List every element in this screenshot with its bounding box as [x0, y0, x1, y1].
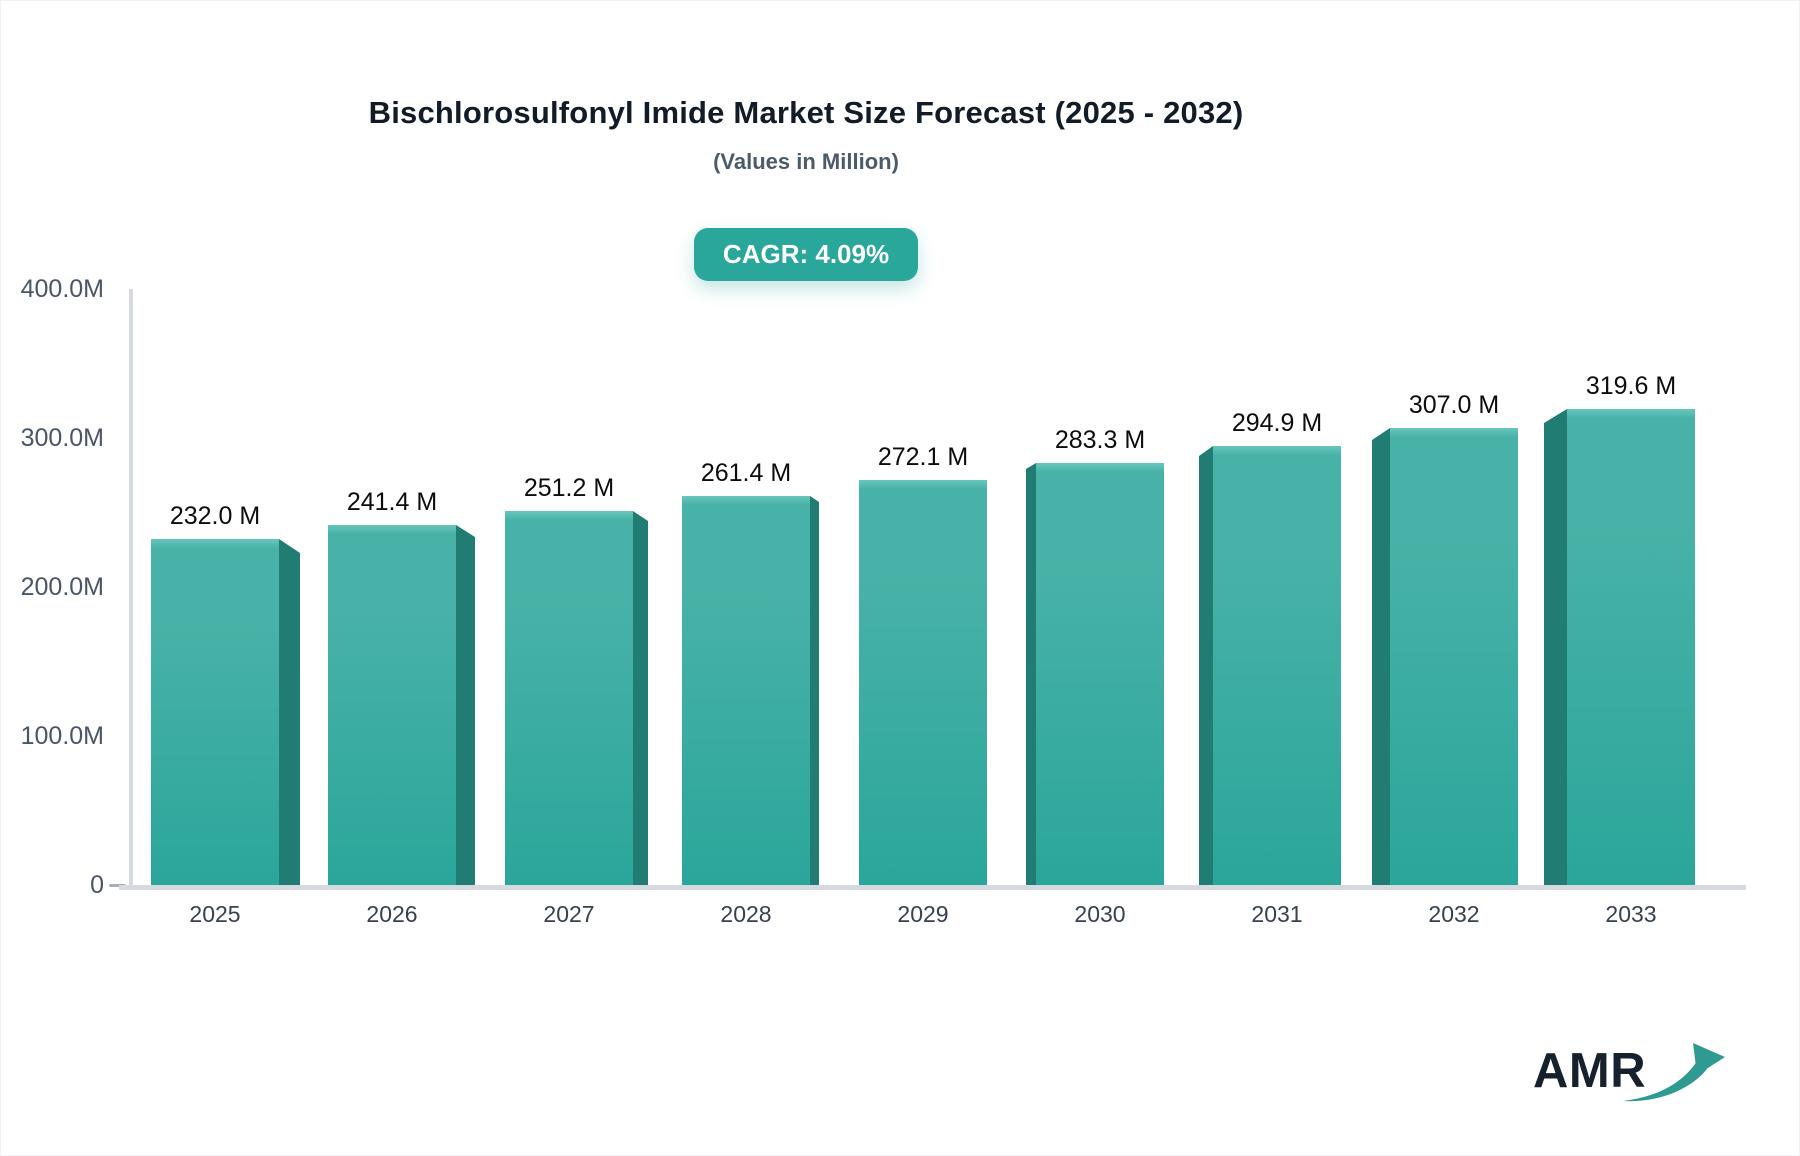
- bar-side-face-2027: [633, 511, 648, 885]
- x-tick-2032: 2032: [1428, 901, 1480, 927]
- bar-value-label-2031: 294.9 M: [1231, 409, 1323, 437]
- bar-2029: [859, 480, 987, 885]
- bar-2030: [1036, 463, 1164, 885]
- bar-2033: [1567, 409, 1695, 885]
- bar-2025: [151, 539, 279, 885]
- bar-side-face-2025: [279, 539, 300, 885]
- cagr-badge-wrap: CAGR: 4.09%: [1, 228, 1611, 281]
- bar-side-face-2033: [1544, 409, 1567, 885]
- bar-value-label-2029: 272.1 M: [877, 443, 969, 471]
- bar-value-label-2027: 251.2 M: [523, 474, 615, 502]
- x-tick-2026: 2026: [366, 901, 418, 927]
- y-axis-line: [129, 289, 133, 885]
- bar-2026: [328, 525, 456, 885]
- bar-side-face-2031: [1199, 446, 1213, 885]
- bar-2027: [505, 511, 633, 885]
- x-tick-2029: 2029: [897, 901, 949, 927]
- bar-2028: [682, 496, 810, 885]
- bar-value-label-2030: 283.3 M: [1054, 426, 1146, 454]
- bar-side-face-2028: [810, 496, 819, 885]
- bar-value-label-2025: 232.0 M: [169, 502, 261, 530]
- y-tick-0: 0: [90, 871, 104, 899]
- bar-value-label-2032: 307.0 M: [1408, 391, 1500, 419]
- bar-2031: [1213, 446, 1341, 885]
- x-tick-2031: 2031: [1251, 901, 1303, 927]
- y-tick-400.0M: 400.0M: [20, 275, 104, 303]
- brand-logo: AMR: [1533, 1037, 1733, 1107]
- y-tick-300.0M: 300.0M: [20, 424, 104, 452]
- y-zero-tick-mark: [109, 884, 126, 887]
- cagr-badge: CAGR: 4.09%: [693, 228, 919, 281]
- x-tick-2028: 2028: [720, 901, 772, 927]
- chart-title: Bischlorosulfonyl Imide Market Size Fore…: [368, 95, 1244, 130]
- bar-value-label-2033: 319.6 M: [1585, 372, 1677, 400]
- bar-side-face-2032: [1372, 428, 1390, 885]
- x-tick-2027: 2027: [543, 901, 595, 927]
- bar-side-face-2026: [456, 525, 475, 885]
- bar-value-label-2026: 241.4 M: [346, 488, 438, 516]
- chart-subtitle: (Values in Million): [713, 149, 899, 174]
- x-tick-2030: 2030: [1074, 901, 1126, 927]
- growth-arrow-icon: [1623, 1043, 1725, 1102]
- brand-logo-text: AMR: [1533, 1044, 1647, 1098]
- y-tick-200.0M: 200.0M: [20, 573, 104, 601]
- bar-2032: [1390, 428, 1518, 885]
- y-tick-100.0M: 100.0M: [20, 722, 104, 750]
- bar-value-label-2028: 261.4 M: [700, 459, 792, 487]
- x-tick-2033: 2033: [1605, 901, 1657, 927]
- bar-side-face-2030: [1026, 463, 1036, 885]
- x-axis-baseline: [119, 885, 1746, 890]
- x-tick-2025: 2025: [189, 901, 241, 927]
